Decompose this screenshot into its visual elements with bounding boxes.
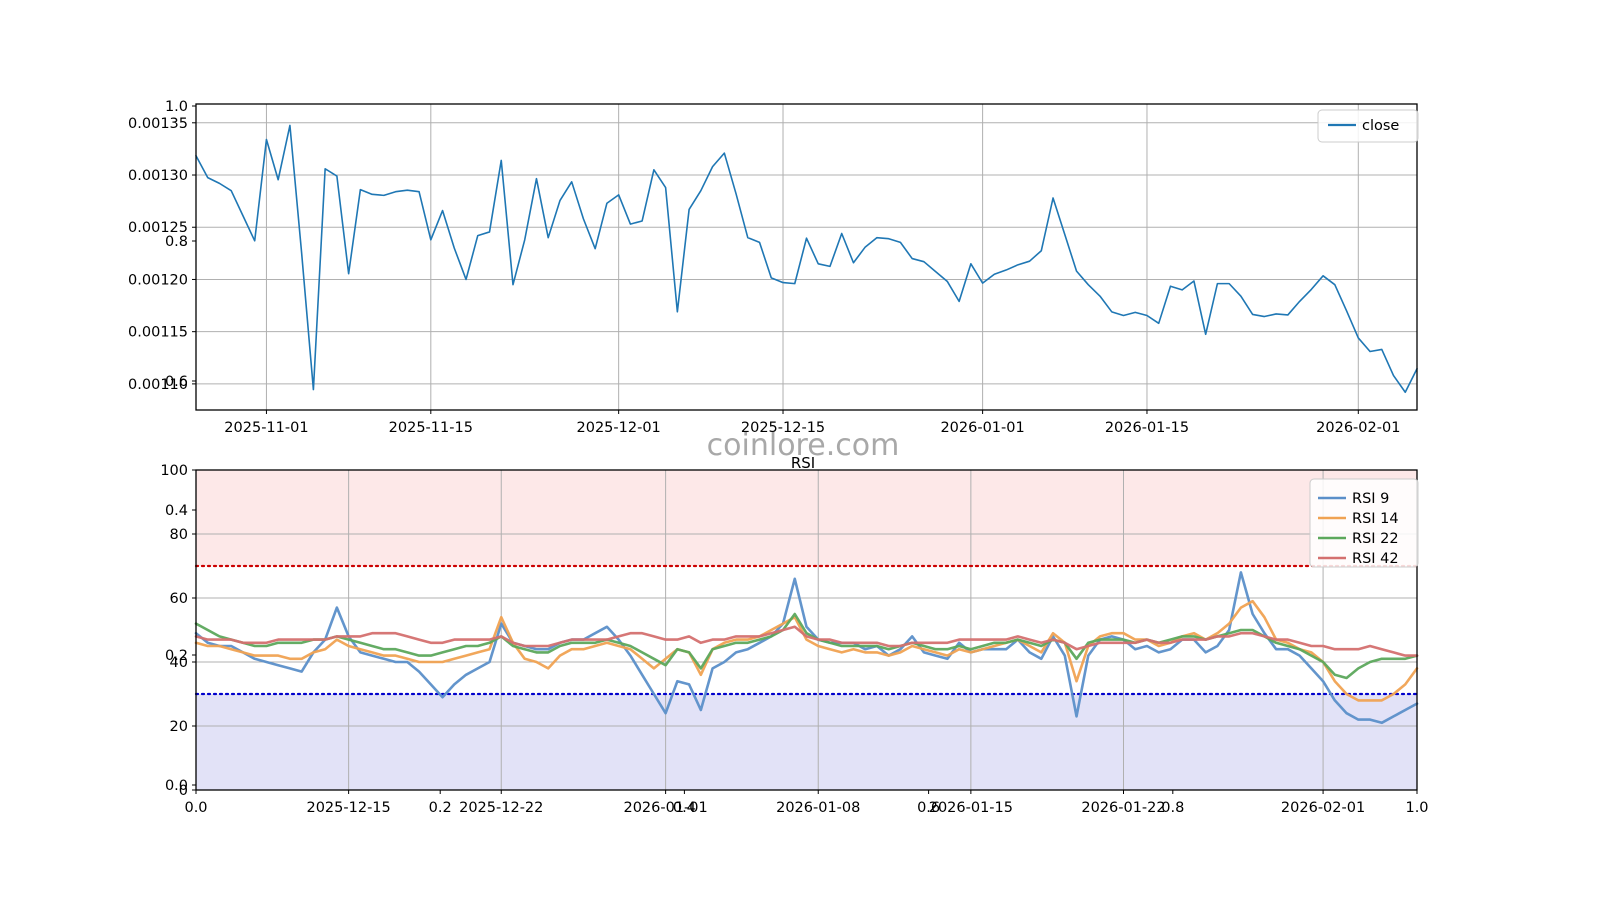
rsi-y-tick-label: 20 bbox=[170, 719, 188, 735]
price-y-tick-label: 0.00135 bbox=[128, 116, 188, 132]
rsi-chart-title: RSI bbox=[791, 454, 815, 472]
rsi-y-tick-labels: 0 20 40 60 80 100 bbox=[160, 463, 188, 799]
rsi-x-tick-label: 2025-12-15 bbox=[306, 800, 390, 816]
price-line-close[interactable] bbox=[195, 124, 1418, 394]
rsi-legend[interactable]: RSI 9 RSI 14 RSI 22 RSI 42 bbox=[1309, 478, 1419, 568]
price-x-tick-label: 2025-12-15 bbox=[741, 420, 825, 436]
price-y-tick-label: 0.00130 bbox=[128, 168, 188, 184]
price-x-tick-label: 2025-12-01 bbox=[577, 420, 661, 436]
rsi-x-tick-label: 2026-01-01 bbox=[623, 800, 707, 816]
price-y-tick-labels-secondary: 0.6 0.8 1.0 bbox=[165, 99, 188, 390]
price-y-tick-label: 0.00120 bbox=[128, 272, 188, 288]
price-y-tick-label-secondary: 0.6 bbox=[165, 374, 188, 390]
rsi-x-tick-label: 2026-02-01 bbox=[1281, 800, 1365, 816]
rsi-x-tick-label: 2026-01-22 bbox=[1081, 800, 1165, 816]
rsi-x-tick-label: 2026-01-15 bbox=[929, 800, 1013, 816]
price-y-tick-label: 0.00125 bbox=[128, 220, 188, 236]
price-tickmarks bbox=[192, 105, 1359, 414]
price-y-tick-label: 0.00110 bbox=[128, 377, 188, 393]
rsi-x-tick-labels: 2025-12-15 2025-12-22 2026-01-01 2026-01-08… bbox=[306, 800, 1365, 816]
rsi-x-tick-label-secondary: 0.0 bbox=[184, 800, 207, 816]
rsi-x-tick-label-secondary: 1.0 bbox=[1405, 800, 1428, 816]
rsi-x-tick-label-secondary: 0.6 bbox=[917, 800, 940, 816]
price-legend[interactable]: close bbox=[1317, 109, 1419, 143]
rsi-legend-box[interactable] bbox=[1309, 478, 1419, 568]
rsi-y-tick-label: 60 bbox=[170, 591, 188, 607]
watermark-text: coinlore.com bbox=[707, 428, 900, 463]
rsi-y-tick-label: 40 bbox=[170, 655, 188, 671]
price-x-tick-label: 2026-01-01 bbox=[940, 420, 1024, 436]
rsi-y-tick-labels-secondary: 0.0 0.2 0.4 bbox=[165, 503, 188, 794]
rsi-x-tick-label: 2025-12-22 bbox=[459, 800, 543, 816]
price-x-tick-label: 2026-02-01 bbox=[1316, 420, 1400, 436]
price-legend-label: close bbox=[1362, 118, 1399, 134]
price-plot-border bbox=[195, 103, 1418, 411]
rsi-line-rsi-14[interactable] bbox=[194, 599, 1419, 702]
price-y-tick-label-secondary: 1.0 bbox=[165, 99, 188, 115]
rsi-x-tick-labels-secondary: 0.0 0.2 0.4 0.6 0.8 1.0 bbox=[184, 800, 1428, 816]
rsi-x-tick-label-secondary: 0.4 bbox=[673, 800, 696, 816]
rsi-y-tick-label-secondary: 0.4 bbox=[165, 503, 188, 519]
price-axes: 0.00110 0.00115 0.00120 0.00125 0.00130 0.001… bbox=[128, 99, 1419, 436]
rsi-legend-label: RSI 22 bbox=[1352, 531, 1399, 547]
rsi-y-tick-label: 0 bbox=[179, 783, 188, 799]
rsi-y-tick-label: 80 bbox=[170, 527, 188, 543]
rsi-legend-label: RSI 9 bbox=[1352, 491, 1389, 507]
price-y-tick-label-secondary: 0.8 bbox=[165, 234, 188, 250]
rsi-y-tick-label-secondary: 0.2 bbox=[165, 648, 188, 664]
rsi-band-oversold bbox=[196, 694, 1417, 790]
price-x-tick-label: 2025-11-01 bbox=[224, 420, 308, 436]
rsi-plot-border bbox=[195, 469, 1418, 791]
rsi-y-tick-label-secondary: 0.0 bbox=[165, 778, 188, 794]
rsi-line-rsi-42[interactable] bbox=[194, 625, 1419, 657]
rsi-threshold-lines bbox=[194, 564, 1419, 696]
price-x-tick-labels: 2025-11-01 2025-11-15 2025-12-01 2025-12-15… bbox=[224, 420, 1400, 436]
price-legend-box[interactable] bbox=[1317, 109, 1419, 143]
rsi-legend-label: RSI 42 bbox=[1352, 551, 1399, 567]
rsi-legend-label: RSI 14 bbox=[1352, 511, 1399, 527]
rsi-y-tick-label: 100 bbox=[160, 463, 188, 479]
price-y-tick-label: 0.00115 bbox=[128, 325, 188, 341]
rsi-line-rsi-9[interactable] bbox=[194, 571, 1419, 725]
price-x-tick-label: 2026-01-15 bbox=[1105, 420, 1189, 436]
rsi-tickmarks bbox=[192, 469, 1418, 794]
rsi-series-group[interactable] bbox=[194, 571, 1419, 725]
price-x-tick-label: 2025-11-15 bbox=[389, 420, 473, 436]
rsi-band-overbought bbox=[196, 470, 1417, 566]
price-y-tick-labels: 0.00110 0.00115 0.00120 0.00125 0.00130 0.001… bbox=[128, 116, 188, 393]
rsi-x-tick-label-secondary: 0.2 bbox=[429, 800, 452, 816]
price-gridlines bbox=[196, 104, 1417, 410]
rsi-threshold-bands bbox=[196, 470, 1417, 790]
rsi-x-tick-label-secondary: 0.8 bbox=[1161, 800, 1184, 816]
price-series-group[interactable] bbox=[195, 124, 1418, 394]
price-plot-background bbox=[196, 104, 1417, 410]
rsi-x-tick-label: 2026-01-08 bbox=[776, 800, 860, 816]
